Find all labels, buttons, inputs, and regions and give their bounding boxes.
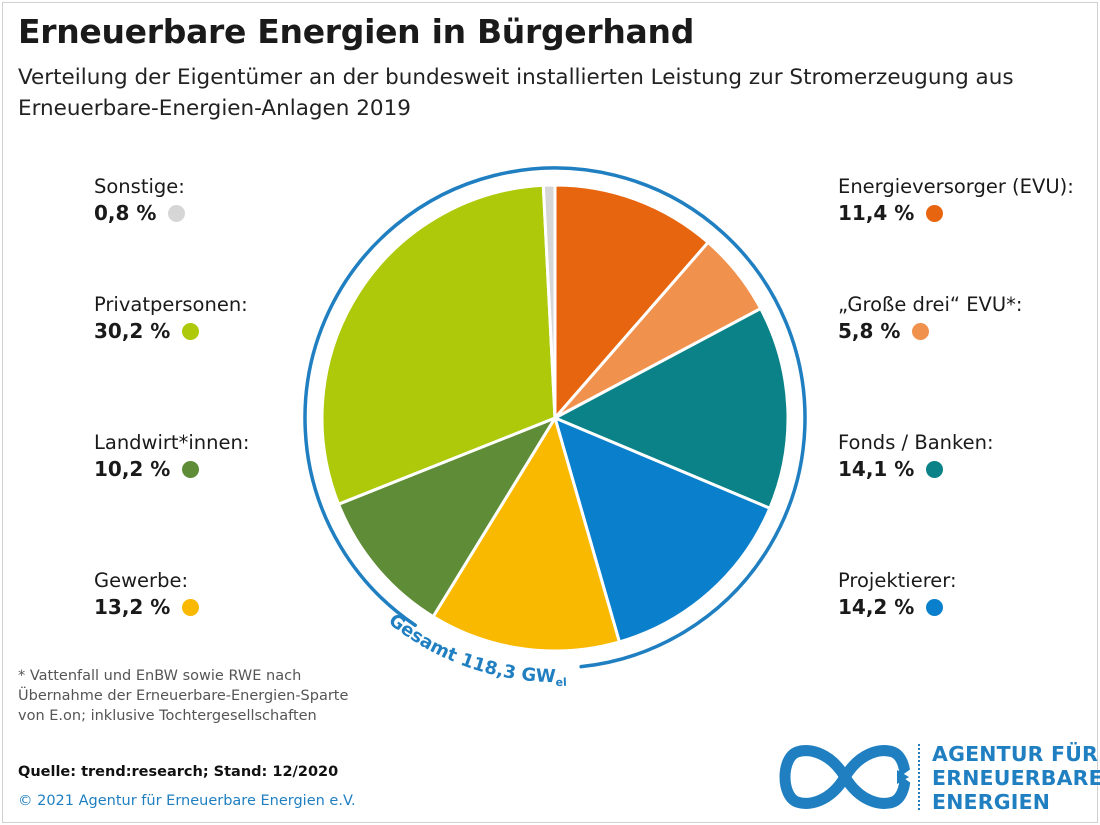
legend-value: 5,8 % <box>838 319 901 343</box>
legend-dot <box>182 461 200 478</box>
legend-dot <box>182 599 200 616</box>
footnote-line: * Vattenfall und EnBW sowie RWE nach <box>18 668 302 684</box>
legend-label: Sonstige: <box>94 175 185 198</box>
pie-slice-4 <box>431 416 621 653</box>
pie-slice-0 <box>553 183 710 420</box>
legend-label: Gewerbe: <box>94 569 189 592</box>
footnote-line: von E.on; inklusive Tochtergesellschafte… <box>18 708 317 724</box>
pie-slice-6 <box>320 183 557 506</box>
logo-separator <box>918 744 920 810</box>
legend-projektierer: Projektierer: 14,2 % <box>838 567 957 621</box>
legend-dot <box>182 323 200 340</box>
logo-line: ENERGIEN <box>932 790 1051 814</box>
logo-wordmark: AGENTUR FÜR ERNEUERBARE ENERGIEN <box>932 742 1100 814</box>
legend-sonstige: Sonstige: 0,8 % <box>94 173 186 227</box>
legend-label: Energieversorger (EVU): <box>838 175 1074 198</box>
legend-label: Privatpersonen: <box>94 293 248 316</box>
legend-value: 30,2 % <box>94 319 171 343</box>
legend-value: 10,2 % <box>94 457 171 481</box>
legend-label: „Große drei“ EVU*: <box>838 293 1023 316</box>
legend-dot <box>926 461 944 478</box>
legend-dot <box>168 205 186 222</box>
legend-privatpersonen: Privatpersonen: 30,2 % <box>94 291 248 345</box>
total-ring <box>303 166 807 669</box>
legend-label: Landwirt*innen: <box>94 431 250 454</box>
legend-dot <box>926 599 944 616</box>
logo-line: AGENTUR FÜR <box>932 742 1099 766</box>
legend-label: Fonds / Banken: <box>838 431 994 454</box>
legend-value: 13,2 % <box>94 595 171 619</box>
footnote-line: Übernahme der Erneuerbare-Energien-Spart… <box>18 688 349 704</box>
pie-slice-2 <box>553 307 790 510</box>
legend-landwirte: Landwirt*innen: 10,2 % <box>94 429 249 483</box>
copyright-note: © 2021 Agentur für Erneuerbare Energien … <box>18 793 356 809</box>
legend-label: Projektierer: <box>838 569 957 592</box>
pie-slice-3 <box>553 416 772 644</box>
footnote: * Vattenfall und EnBW sowie RWE nach Übe… <box>18 666 348 726</box>
legend-fonds-banken: Fonds / Banken: 14,1 % <box>838 429 994 483</box>
source-note: Quelle: trend:research; Stand: 12/2020 <box>18 764 339 780</box>
legend-value: 11,4 % <box>838 201 915 225</box>
legend-dot <box>912 323 930 340</box>
legend-grosse-drei: „Große drei“ EVU*: 5,8 % <box>838 291 1022 345</box>
logo-line: ERNEUERBARE <box>932 766 1100 790</box>
pie-slice-5 <box>337 416 557 619</box>
legend-gewerbe: Gewerbe: 13,2 % <box>94 567 200 621</box>
chart-title: Erneuerbare Energien in Bürgerhand <box>18 12 695 51</box>
legend-value: 0,8 % <box>94 201 157 225</box>
legend-evu: Energieversorger (EVU): 11,4 % <box>838 173 1074 227</box>
pie-slice-7 <box>541 183 557 420</box>
legend-dot <box>926 205 944 222</box>
legend-value: 14,1 % <box>838 457 915 481</box>
infinity-icon <box>779 745 915 809</box>
legend-value: 14,2 % <box>838 595 915 619</box>
chart-subtitle: Verteilung der Eigentümer an der bundesw… <box>18 65 1014 121</box>
